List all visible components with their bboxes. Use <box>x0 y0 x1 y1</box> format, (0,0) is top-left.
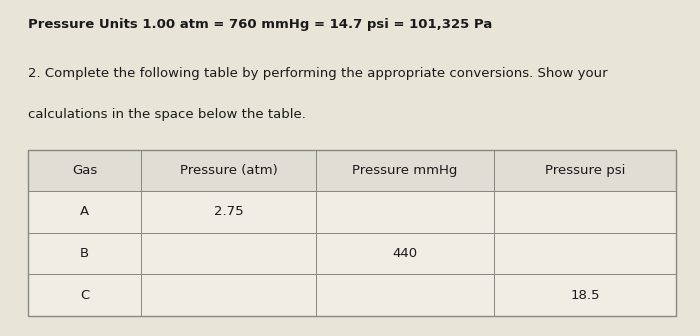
Text: Pressure psi: Pressure psi <box>545 164 625 177</box>
Bar <box>28 233 141 274</box>
Bar <box>316 191 494 233</box>
Bar <box>316 233 494 274</box>
Bar <box>316 150 494 191</box>
Text: Pressure (atm): Pressure (atm) <box>180 164 278 177</box>
Bar <box>494 233 676 274</box>
Text: Pressure Units 1.00 atm = 760 mmHg = 14.7 psi = 101,325 Pa: Pressure Units 1.00 atm = 760 mmHg = 14.… <box>28 18 492 32</box>
Bar <box>141 150 316 191</box>
Text: calculations in the space below the table.: calculations in the space below the tabl… <box>28 108 306 121</box>
Text: B: B <box>80 247 89 260</box>
Bar <box>28 150 676 316</box>
Text: C: C <box>80 289 90 301</box>
Text: 440: 440 <box>393 247 418 260</box>
Text: A: A <box>80 205 89 218</box>
Text: 2. Complete the following table by performing the appropriate conversions. Show : 2. Complete the following table by perfo… <box>28 67 608 80</box>
Bar <box>28 274 141 316</box>
Bar <box>28 191 141 233</box>
Text: 2.75: 2.75 <box>214 205 244 218</box>
Bar <box>28 150 141 191</box>
Bar <box>141 274 316 316</box>
Bar <box>141 191 316 233</box>
Bar <box>316 274 494 316</box>
Text: Pressure mmHg: Pressure mmHg <box>353 164 458 177</box>
Bar <box>494 274 676 316</box>
Bar <box>141 233 316 274</box>
Text: Gas: Gas <box>72 164 97 177</box>
Bar <box>494 150 676 191</box>
Bar <box>494 191 676 233</box>
Text: 18.5: 18.5 <box>570 289 600 301</box>
